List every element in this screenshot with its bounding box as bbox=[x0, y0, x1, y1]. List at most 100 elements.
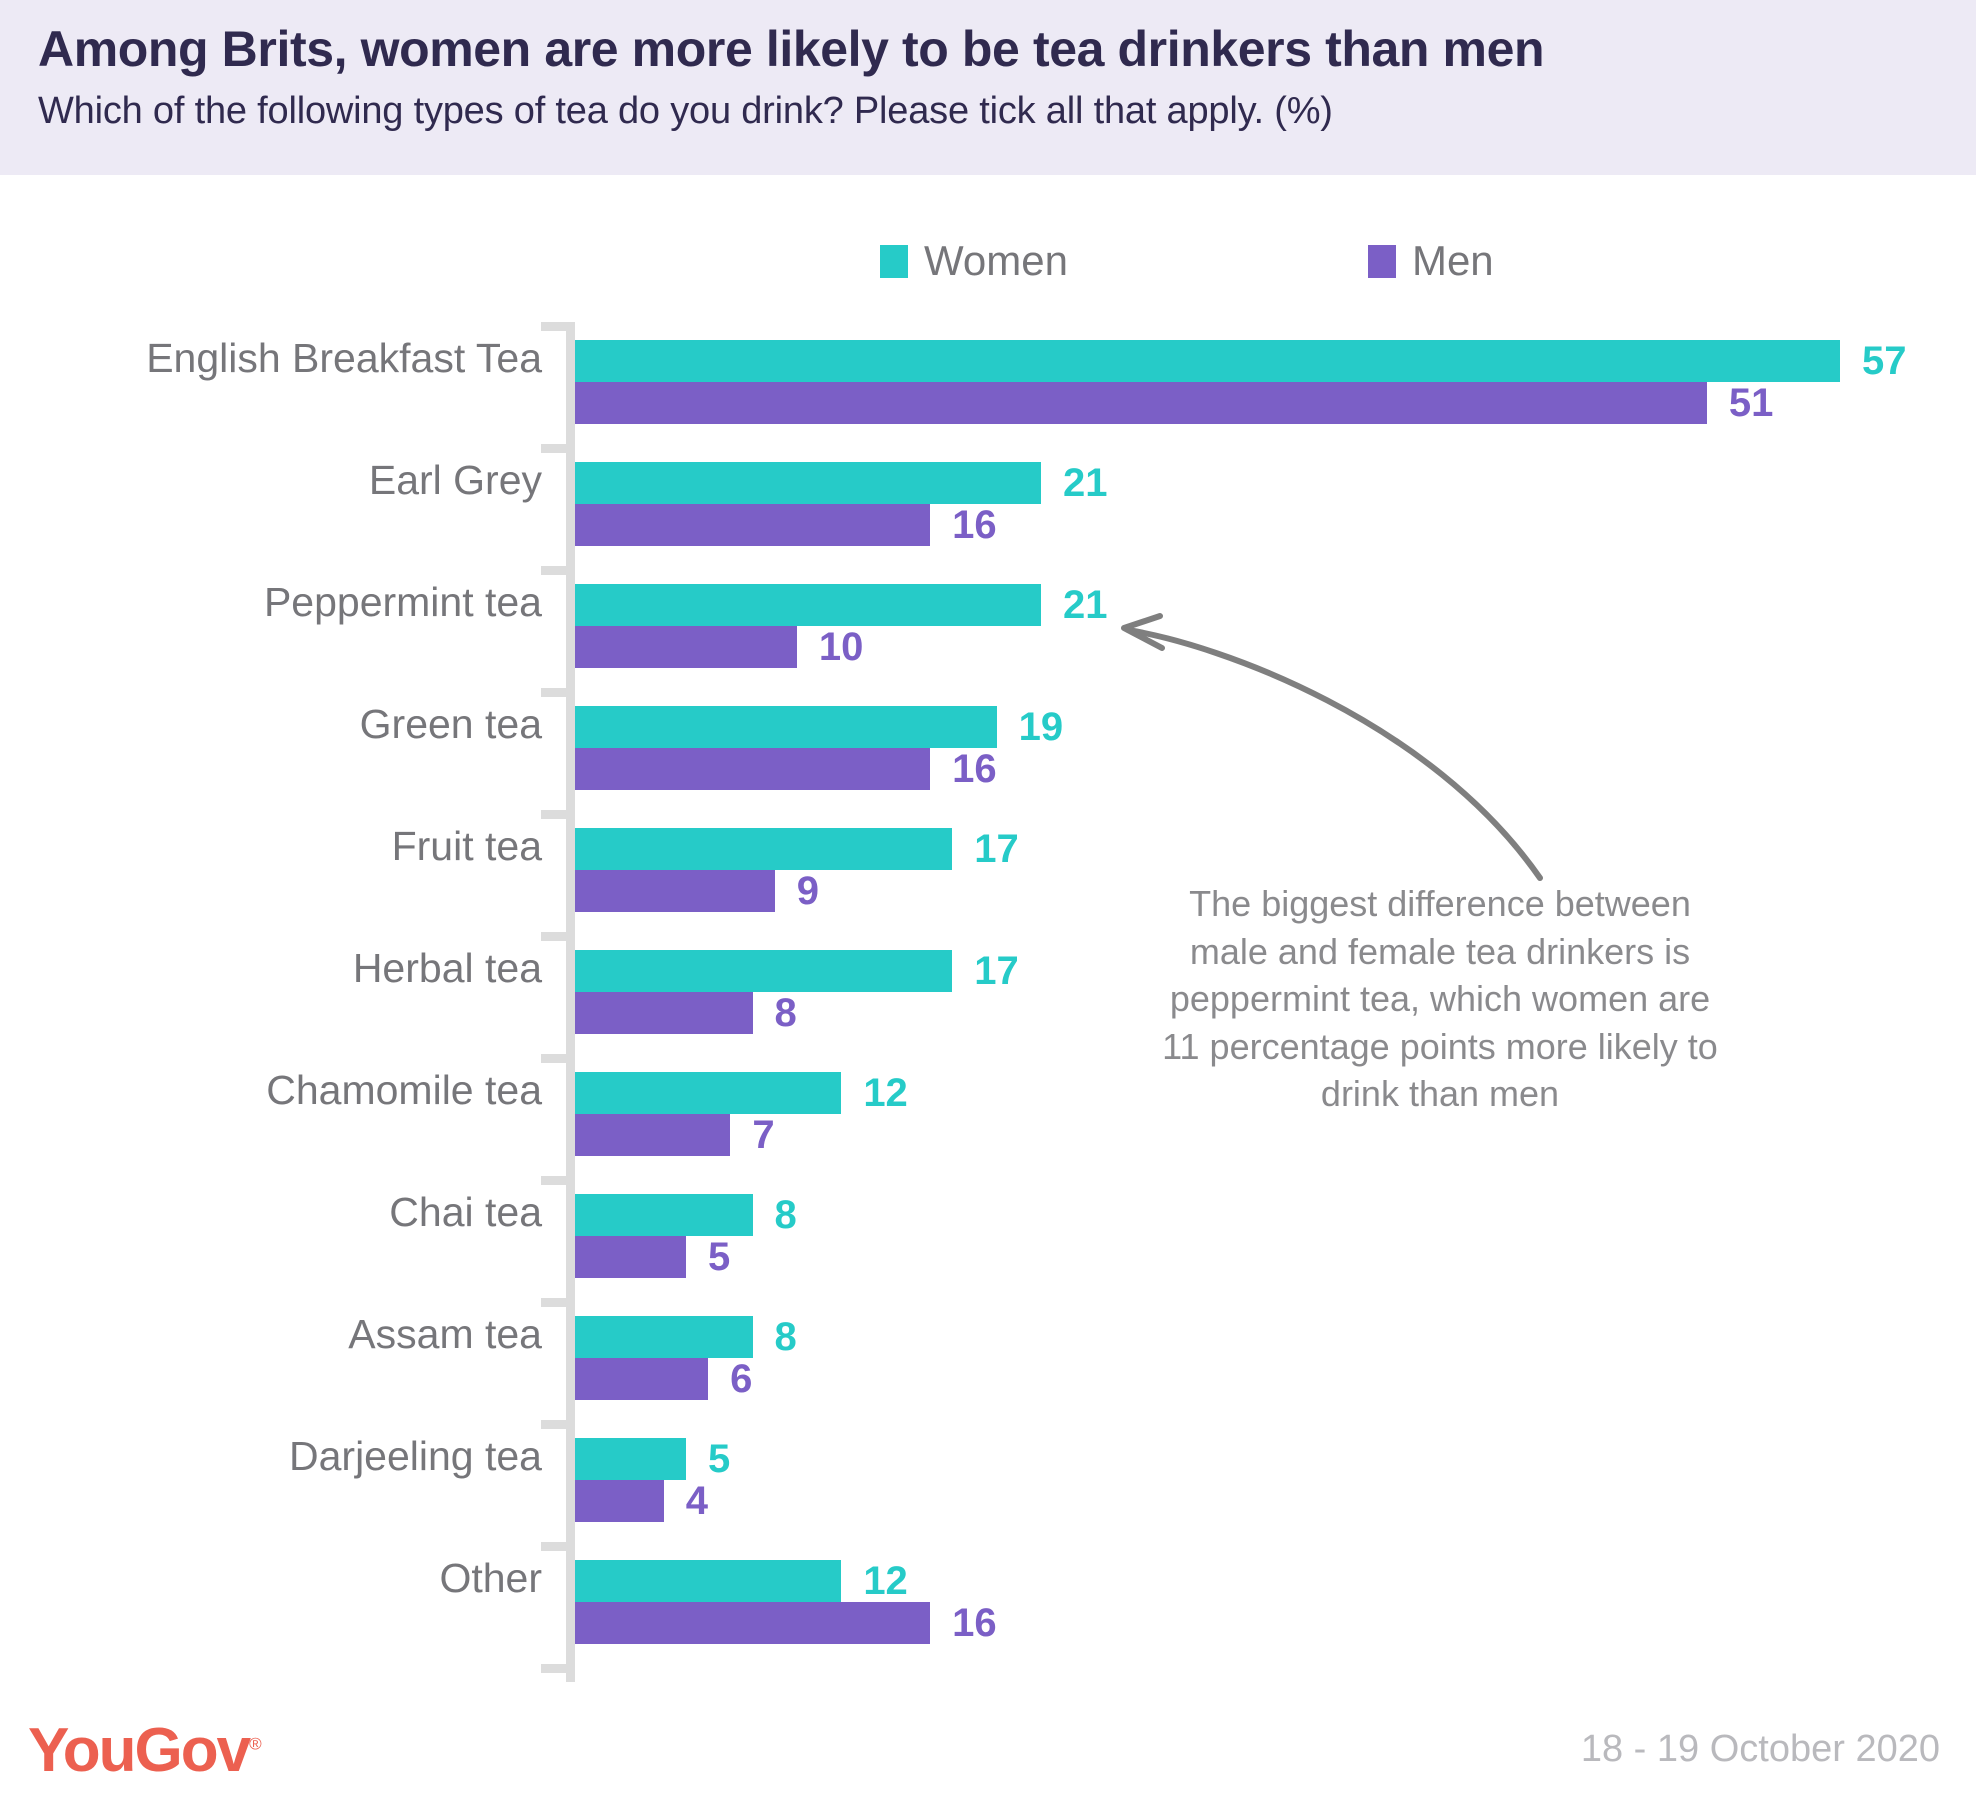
bar-women[interactable] bbox=[575, 462, 1042, 504]
legend-item-men[interactable]: Men bbox=[1367, 240, 1494, 282]
bar-women[interactable] bbox=[575, 584, 1042, 626]
axis-tick bbox=[541, 932, 575, 941]
logo-text: YouGov bbox=[28, 1716, 251, 1785]
bar-value-label: 16 bbox=[952, 503, 997, 547]
bar-value-label: 19 bbox=[1018, 705, 1064, 749]
legend-swatch-icon bbox=[880, 244, 908, 278]
axis-tick bbox=[541, 1664, 575, 1673]
bar-row-women: 12 bbox=[575, 1072, 908, 1114]
bar-row-men: 16 bbox=[575, 1602, 997, 1644]
category-label: Green tea bbox=[359, 701, 542, 747]
axis-tick bbox=[541, 322, 575, 331]
axis-tick bbox=[541, 444, 575, 453]
bar-men[interactable] bbox=[575, 1480, 664, 1522]
legend-label: Women bbox=[924, 237, 1068, 284]
bar-value-label: 4 bbox=[685, 1479, 709, 1523]
chart-plot-area: English Breakfast Tea 57 51 Earl Grey 21 16 Pe… bbox=[0, 320, 1976, 1682]
bar-group: 12 7 bbox=[575, 1072, 908, 1156]
bar-row-men: 10 bbox=[575, 626, 1108, 668]
bar-women[interactable] bbox=[575, 950, 953, 992]
axis-tick bbox=[541, 566, 575, 575]
chart-row: Assam tea 8 6 bbox=[0, 1296, 1976, 1418]
chart-footer: YouGov® 18 - 19 October 2020 bbox=[0, 1700, 1976, 1810]
category-label: Earl Grey bbox=[368, 457, 542, 503]
category-label: Assam tea bbox=[348, 1311, 542, 1357]
axis-tick bbox=[541, 1176, 575, 1185]
bar-row-women: 8 bbox=[575, 1316, 797, 1358]
bar-men[interactable] bbox=[575, 1602, 931, 1644]
bar-row-women: 5 bbox=[575, 1438, 730, 1480]
page-title: Among Brits, women are more likely to be… bbox=[38, 21, 1545, 77]
chart-row: Peppermint tea 21 10 bbox=[0, 564, 1976, 686]
page-subtitle: Which of the following types of tea do y… bbox=[38, 90, 1333, 132]
bar-women[interactable] bbox=[575, 1560, 842, 1602]
bar-row-men: 9 bbox=[575, 870, 1019, 912]
bar-men[interactable] bbox=[575, 382, 1707, 424]
bar-group: 21 10 bbox=[575, 584, 1108, 668]
chart-row: Darjeeling tea 5 4 bbox=[0, 1418, 1976, 1540]
bar-value-label: 5 bbox=[707, 1437, 731, 1481]
bar-men[interactable] bbox=[575, 748, 931, 790]
bar-women[interactable] bbox=[575, 1194, 753, 1236]
bar-row-men: 5 bbox=[575, 1236, 797, 1278]
axis-tick bbox=[541, 1298, 575, 1307]
bar-value-label: 7 bbox=[752, 1113, 775, 1157]
category-label: Chai tea bbox=[389, 1189, 542, 1235]
bar-women[interactable] bbox=[575, 828, 953, 870]
chart-row: Chamomile tea 12 7 bbox=[0, 1052, 1976, 1174]
bar-value-label: 51 bbox=[1728, 381, 1774, 425]
category-label: English Breakfast Tea bbox=[146, 335, 542, 381]
legend-item-women[interactable]: Women bbox=[880, 240, 1068, 282]
category-axis-line bbox=[566, 328, 575, 1682]
bar-row-women: 57 bbox=[575, 340, 1907, 382]
chart-row: English Breakfast Tea 57 51 bbox=[0, 320, 1976, 442]
bar-value-label: 16 bbox=[952, 1601, 997, 1645]
chart-legend: Women Men bbox=[880, 240, 1494, 282]
bar-row-men: 51 bbox=[575, 382, 1907, 424]
bar-group: 17 9 bbox=[575, 828, 1019, 912]
axis-tick bbox=[541, 1542, 575, 1551]
bar-value-label: 10 bbox=[818, 625, 864, 669]
bar-men[interactable] bbox=[575, 626, 797, 668]
chart-row: Other 12 16 bbox=[0, 1540, 1976, 1662]
bar-row-women: 21 bbox=[575, 462, 1108, 504]
bar-row-men: 8 bbox=[575, 992, 1019, 1034]
bar-group: 17 8 bbox=[575, 950, 1019, 1034]
bar-value-label: 17 bbox=[974, 827, 1019, 871]
bar-men[interactable] bbox=[575, 1236, 686, 1278]
yougov-logo: YouGov® bbox=[28, 1720, 262, 1782]
registered-trademark-icon: ® bbox=[249, 1734, 261, 1754]
axis-tick bbox=[541, 810, 575, 819]
chart-row: Herbal tea 17 8 bbox=[0, 930, 1976, 1052]
category-label: Chamomile tea bbox=[266, 1067, 542, 1113]
bar-group: 19 16 bbox=[575, 706, 1063, 790]
bar-row-men: 16 bbox=[575, 748, 1063, 790]
category-label: Peppermint tea bbox=[263, 579, 542, 625]
bar-men[interactable] bbox=[575, 992, 753, 1034]
bar-value-label: 5 bbox=[707, 1235, 731, 1279]
axis-tick bbox=[541, 688, 575, 697]
bar-men[interactable] bbox=[575, 504, 931, 546]
bar-women[interactable] bbox=[575, 340, 1840, 382]
bar-value-label: 17 bbox=[974, 949, 1019, 993]
bar-women[interactable] bbox=[575, 706, 997, 748]
bar-men[interactable] bbox=[575, 870, 775, 912]
bar-women[interactable] bbox=[575, 1316, 753, 1358]
bar-row-men: 16 bbox=[575, 504, 1108, 546]
legend-swatch-icon bbox=[1367, 244, 1396, 278]
axis-tick bbox=[541, 1054, 575, 1063]
bar-group: 21 16 bbox=[575, 462, 1108, 546]
bar-men[interactable] bbox=[575, 1114, 731, 1156]
bar-women[interactable] bbox=[575, 1072, 842, 1114]
bar-row-men: 6 bbox=[575, 1358, 797, 1400]
bar-row-women: 17 bbox=[575, 828, 1019, 870]
chart-row: Fruit tea 17 9 bbox=[0, 808, 1976, 930]
bar-men[interactable] bbox=[575, 1358, 709, 1400]
chart-header: Among Brits, women are more likely to be… bbox=[0, 0, 1976, 175]
bar-women[interactable] bbox=[575, 1438, 686, 1480]
bar-value-label: 8 bbox=[774, 1193, 797, 1237]
